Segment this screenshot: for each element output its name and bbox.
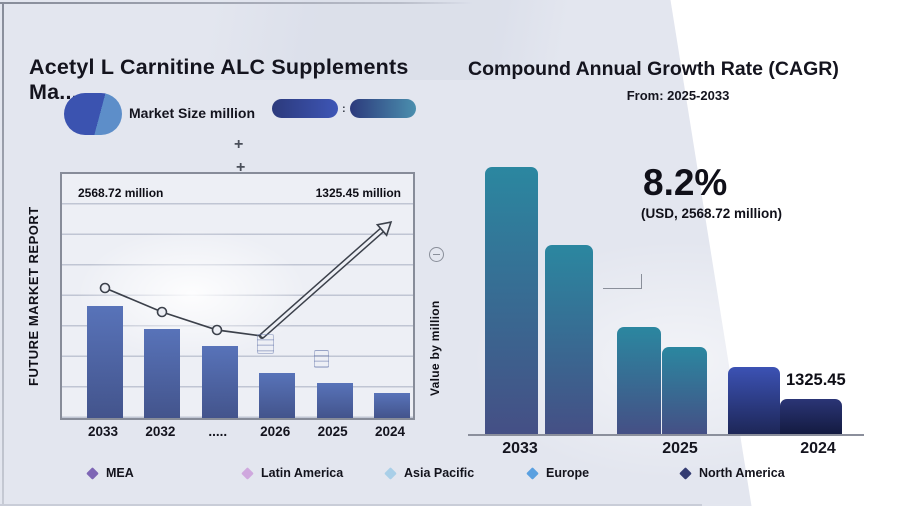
pill-icon-blue — [272, 99, 338, 118]
right-bar-2033-2 — [545, 245, 593, 435]
left-x-label-2025: 2025 — [317, 424, 348, 439]
end-value-label: 1325.45 — [786, 371, 846, 389]
right-chart-title: Compound Annual Growth Rate (CAGR) — [468, 58, 839, 80]
left-x-label-2024: 2024 — [374, 424, 406, 439]
diamond-icon — [86, 466, 99, 480]
right-chart-axis-line — [468, 434, 864, 436]
document-icon — [257, 334, 274, 354]
legend-item-europe: Europe — [526, 466, 590, 480]
left-x-label-2032: 2032 — [145, 424, 176, 439]
left-chart-panel: 2568.72 million 1325.45 million — [60, 172, 415, 420]
left-x-label-2033: 2033 — [87, 424, 119, 439]
annotation-2033-value: 2568.72 million — [78, 186, 164, 200]
value-axis-label: Value by million — [428, 300, 442, 396]
watermark-vertical-label: FUTURE MARKET REPORT — [26, 206, 41, 386]
diamond-icon — [241, 466, 254, 480]
right-bar-2033-1 — [485, 167, 538, 435]
cagr-percentage: 8.2% — [643, 162, 728, 203]
plus-icon: + — [234, 136, 244, 153]
left-chart-bars — [62, 174, 413, 418]
right-x-label-2025: 2025 — [662, 440, 698, 457]
legend-label: Asia Pacific — [404, 466, 475, 480]
capsule-pill-icon — [64, 93, 122, 135]
legend-label: Latin America — [261, 466, 344, 480]
left-bar-..... — [201, 346, 238, 418]
market-size-label: Market Size million — [129, 105, 256, 121]
left-x-label-2026: 2026 — [260, 424, 291, 439]
diamond-icon — [384, 466, 397, 480]
cagr-usd-note: (USD, 2568.72 million) — [641, 206, 783, 221]
diamond-icon — [526, 466, 539, 480]
plus-icon: + — [236, 159, 246, 176]
left-x-label-.....: ..... — [208, 424, 228, 439]
pointer-line-vertical — [641, 274, 642, 289]
left-bar-2024 — [374, 393, 410, 418]
legend-item-latin-america: Latin America — [241, 466, 344, 480]
left-chart-title: Acetyl L Carnitine ALC Supplements Ma... — [29, 55, 409, 104]
trend-line-arrow — [99, 221, 393, 339]
right-bar-2025-1 — [617, 327, 661, 435]
pill-icon-teal — [349, 99, 416, 118]
pill-separator: : — [342, 102, 346, 115]
left-bar-2032 — [144, 328, 181, 418]
legend-label: MEA — [106, 466, 134, 480]
background-diagonal-band — [0, 0, 700, 80]
right-bar-2025-2 — [662, 347, 707, 435]
pill-pair-icon: : — [272, 99, 416, 118]
right-chart-subtitle: From: 2025-2033 — [626, 88, 730, 103]
legend-item-north-america: North America — [679, 466, 785, 480]
left-bar-2026 — [259, 373, 296, 418]
legend-label: Europe — [546, 466, 590, 480]
document-icon — [314, 350, 329, 368]
diamond-icon — [679, 466, 692, 480]
legend-label: North America — [699, 466, 785, 480]
bottom-border-line — [0, 504, 702, 506]
legend-item-asia-pacific: Asia Pacific — [384, 466, 475, 480]
legend-item-mea: MEA — [86, 466, 134, 480]
right-x-label-2033: 2033 — [502, 440, 538, 457]
right-x-label-2024: 2024 — [800, 440, 836, 457]
left-bar-2025 — [316, 383, 353, 418]
right-bar-2024-2 — [780, 399, 842, 435]
left-bar-2033 — [87, 306, 123, 418]
pointer-line-horizontal — [603, 288, 642, 289]
left-border-line — [2, 2, 4, 504]
top-border-line — [0, 2, 472, 4]
right-bar-2024-1 — [728, 367, 780, 435]
annotation-2024-value: 1325.45 million — [315, 186, 401, 200]
minus-circle-icon — [429, 247, 444, 262]
